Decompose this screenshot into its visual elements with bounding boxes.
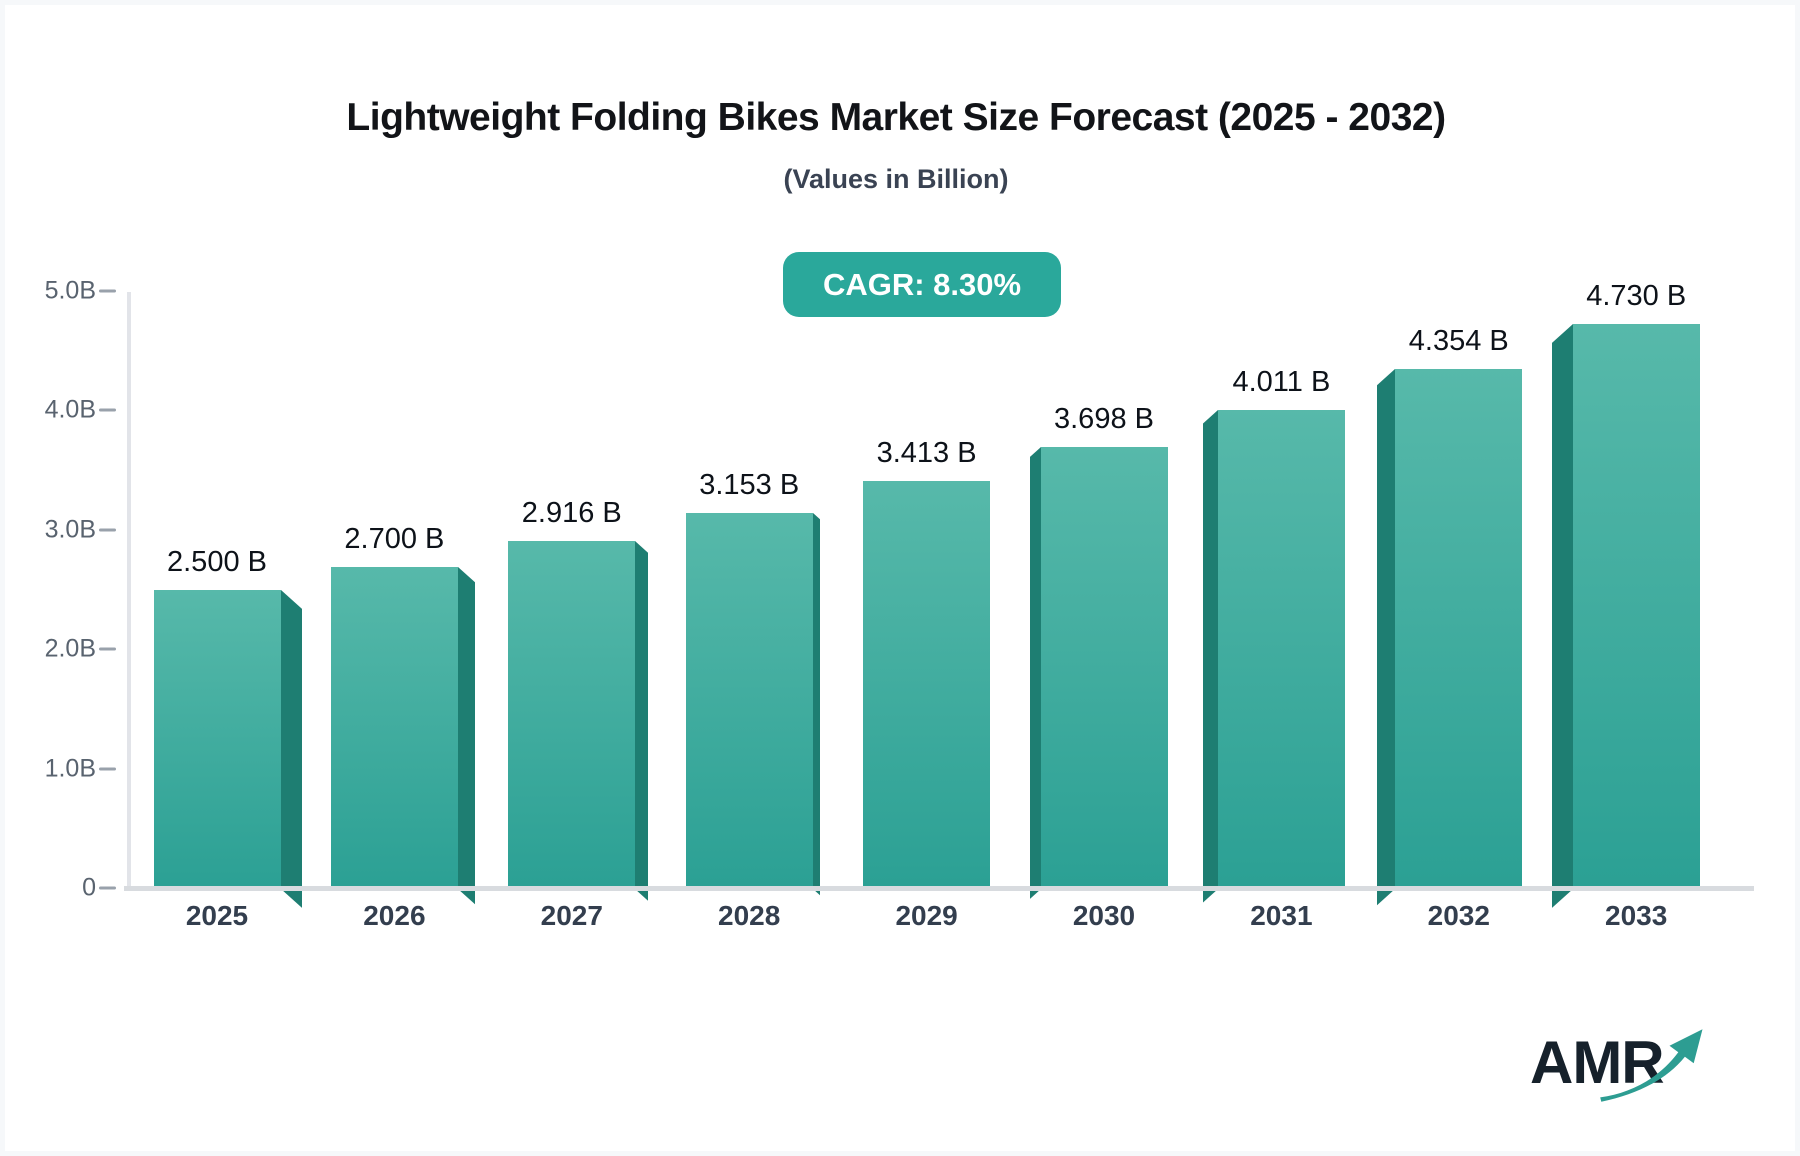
bar-value-label: 2.916 B bbox=[521, 497, 622, 529]
y-axis-tick-mark bbox=[99, 767, 116, 771]
bar-face bbox=[1040, 447, 1168, 889]
x-axis-label: 2026 bbox=[363, 900, 426, 931]
bar-face bbox=[1572, 324, 1700, 889]
bar-value-label: 2.700 B bbox=[344, 523, 445, 555]
bar-2028 bbox=[685, 513, 820, 896]
x-axis-label: 2031 bbox=[1250, 900, 1313, 931]
x-axis-label: 2025 bbox=[185, 900, 249, 931]
bar-face bbox=[863, 481, 991, 889]
y-axis-tick-label: 4.0B bbox=[44, 395, 96, 424]
x-axis-label: 2032 bbox=[1427, 900, 1490, 931]
bar-value-label: 3.698 B bbox=[1054, 403, 1154, 435]
x-axis-label: 2029 bbox=[895, 900, 958, 931]
bar-2025 bbox=[153, 590, 302, 908]
y-axis-tick-label: 1.0B bbox=[44, 754, 96, 783]
bar-2027 bbox=[508, 541, 649, 901]
y-axis-tick-mark bbox=[99, 647, 116, 651]
chart-title: Lightweight Folding Bikes Market Size Fo… bbox=[346, 96, 1446, 139]
bar-2033 bbox=[1551, 324, 1700, 908]
y-axis-tick-label: 0 bbox=[82, 873, 96, 902]
y-axis-line bbox=[127, 292, 131, 889]
x-axis-label: 2028 bbox=[718, 900, 781, 931]
bar-value-label: 4.011 B bbox=[1232, 366, 1331, 398]
x-axis-label: 2030 bbox=[1072, 900, 1136, 931]
x-axis-baseline bbox=[124, 886, 1754, 891]
bar-side bbox=[280, 590, 302, 908]
bar-side bbox=[1377, 369, 1396, 906]
bar-2031 bbox=[1202, 410, 1345, 903]
bar-2032 bbox=[1377, 369, 1523, 906]
bar-face bbox=[1217, 410, 1345, 889]
bar-face bbox=[508, 541, 636, 889]
chart-subtitle: (Values in Billion) bbox=[783, 164, 1009, 194]
bar-2029 bbox=[863, 481, 991, 889]
y-axis-tick-mark bbox=[99, 528, 116, 532]
y-axis-tick-label: 2.0B bbox=[44, 634, 96, 663]
bar-side bbox=[1029, 447, 1041, 899]
bar-face bbox=[330, 567, 458, 889]
growth-arrow-icon bbox=[1600, 1029, 1703, 1102]
bar-side bbox=[1202, 410, 1218, 903]
bar-face bbox=[685, 513, 813, 889]
bar-face bbox=[1395, 369, 1523, 889]
cagr-badge-label: CAGR: 8.30% bbox=[822, 266, 1022, 302]
y-axis-tick-mark bbox=[99, 408, 116, 412]
bar-side bbox=[457, 567, 475, 905]
x-axis-label: 2027 bbox=[540, 900, 603, 931]
bar-2030 bbox=[1029, 447, 1168, 899]
cagr-badge: CAGR: 8.30% bbox=[783, 252, 1061, 317]
bar-value-label: 4.354 B bbox=[1408, 325, 1509, 357]
bar-value-label: 4.730 B bbox=[1586, 280, 1687, 312]
bar-value-label: 2.500 B bbox=[167, 546, 267, 578]
bar-2026 bbox=[330, 567, 475, 905]
y-axis-tick-mark bbox=[99, 886, 116, 890]
y-axis-tick-label: 5.0B bbox=[44, 276, 96, 305]
bar-side bbox=[812, 513, 820, 896]
bar-side bbox=[635, 541, 649, 901]
bar-value-label: 3.153 B bbox=[699, 469, 800, 501]
x-axis-label: 2033 bbox=[1605, 900, 1668, 931]
y-axis-tick-label: 3.0B bbox=[44, 515, 96, 544]
y-axis-tick-mark bbox=[99, 289, 116, 293]
bar-face bbox=[153, 590, 281, 889]
bar-value-label: 3.413 B bbox=[876, 437, 977, 469]
bar-side bbox=[1551, 324, 1573, 908]
